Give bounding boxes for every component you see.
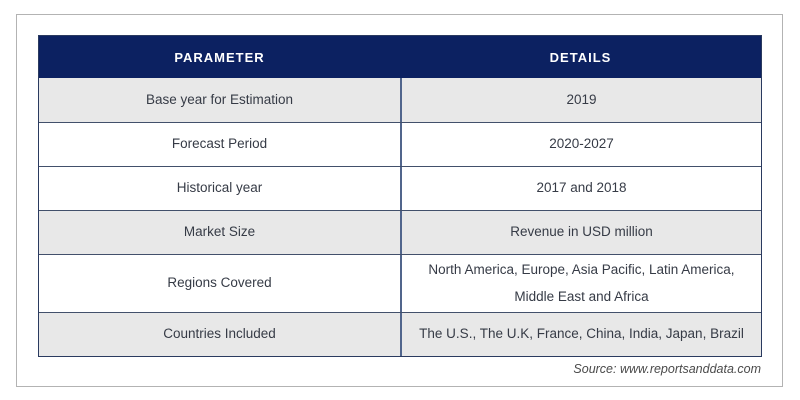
source-attribution: Source: www.reportsanddata.com bbox=[573, 362, 761, 376]
header-cell-details: DETAILS bbox=[549, 49, 612, 65]
details-cell: Revenue in USD million bbox=[400, 211, 761, 254]
parameter-cell: Countries Included bbox=[163, 326, 276, 342]
details-cell: 2020-2027 bbox=[400, 123, 761, 166]
header-cell-parameter: PARAMETER bbox=[174, 49, 265, 65]
parameter-cell: Historical year bbox=[176, 180, 263, 196]
parameter-cell: Forecast Period bbox=[171, 136, 268, 152]
parameter-cell: Regions Covered bbox=[167, 275, 272, 291]
table-row: Historical year 2017 and 2018 bbox=[39, 166, 761, 210]
table-row: Base year for Estimation 2019 bbox=[39, 78, 761, 122]
details-cell: The U.S., The U.K, France, China, India,… bbox=[400, 313, 761, 356]
parameter-details-table: PARAMETER DETAILS Base year for Estimati… bbox=[38, 35, 762, 357]
table-row: Market Size Revenue in USD million bbox=[39, 210, 761, 254]
details-cell: North America, Europe, Asia Pacific, Lat… bbox=[400, 255, 761, 312]
table-row: Countries Included The U.S., The U.K, Fr… bbox=[39, 312, 761, 356]
parameter-cell: Market Size bbox=[183, 224, 256, 240]
table-row: Regions Covered North America, Europe, A… bbox=[39, 254, 761, 312]
details-cell: 2017 and 2018 bbox=[400, 167, 761, 210]
table-row: Forecast Period 2020-2027 bbox=[39, 122, 761, 166]
parameter-cell: Base year for Estimation bbox=[145, 91, 294, 107]
table-header-row: PARAMETER DETAILS bbox=[39, 36, 761, 78]
report-scope-card: PARAMETER DETAILS Base year for Estimati… bbox=[16, 14, 783, 387]
details-cell: 2019 bbox=[400, 78, 761, 122]
